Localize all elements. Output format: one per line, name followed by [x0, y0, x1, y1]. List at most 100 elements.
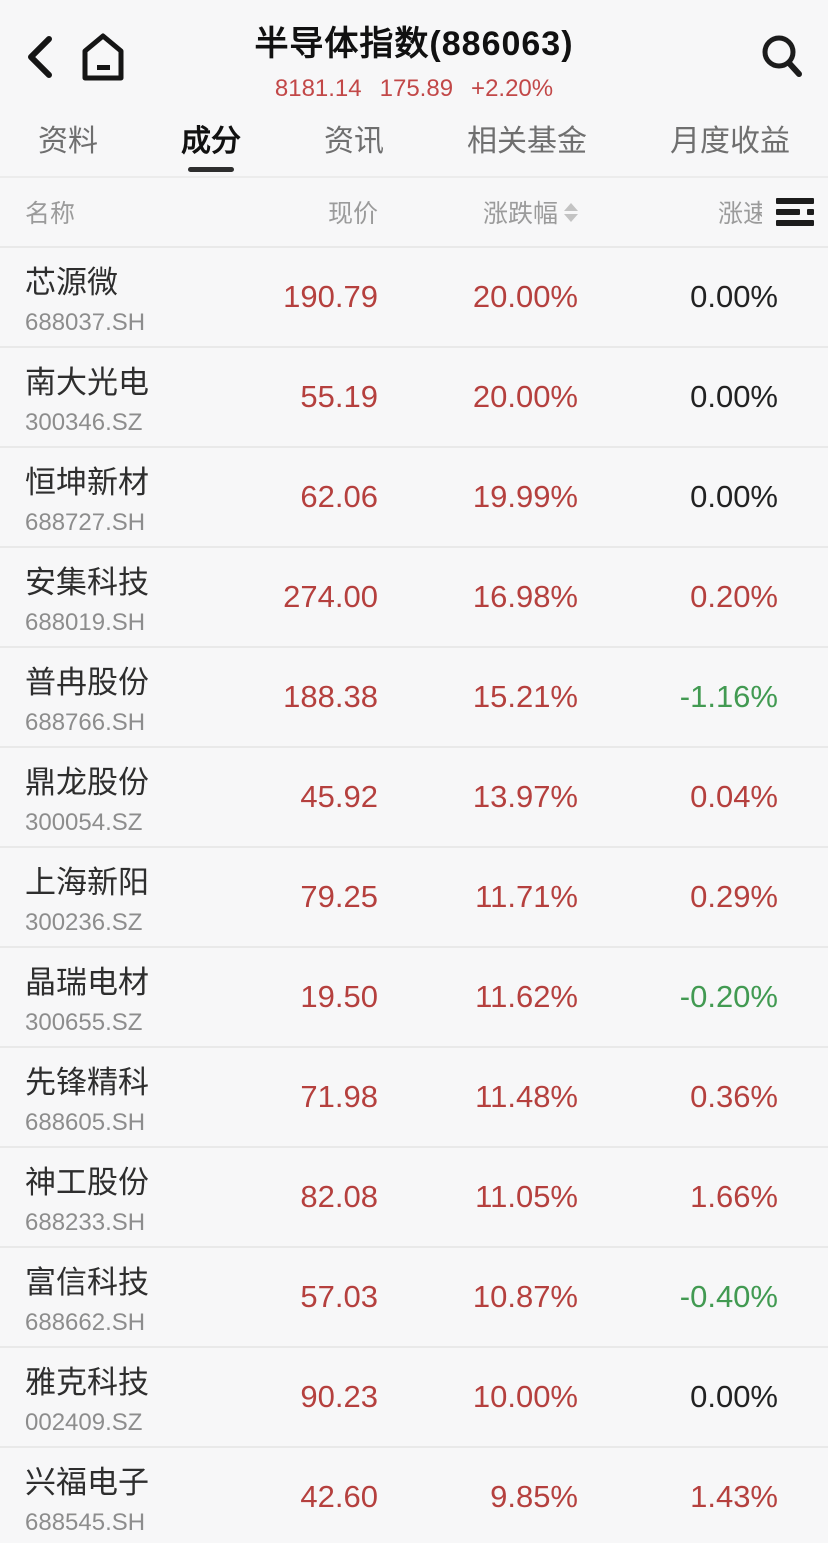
stock-name: 恒坤新材 [25, 465, 149, 500]
stock-speed-pct: 0.00% [690, 379, 778, 414]
stock-change-pct: 10.00% [472, 1379, 578, 1414]
stock-row[interactable]: 恒坤新材 688727.SH 62.06 19.99% 0.00% [0, 446, 828, 546]
sort-arrows-icon [564, 202, 578, 222]
stock-row[interactable]: 神工股份 688233.SH 82.08 11.05% 1.66% [0, 1146, 828, 1246]
title-block: 半导体指数(886063) 8181.14 175.89 +2.20% [0, 0, 828, 103]
stock-change-pct: 11.48% [475, 1079, 578, 1114]
tab-news[interactable]: 资讯 [324, 125, 384, 158]
stock-change-pct: 11.05% [475, 1179, 578, 1214]
stock-price: 71.98 [300, 1079, 378, 1114]
stock-identity: 恒坤新材 688727.SH [25, 457, 218, 537]
stock-name: 安集科技 [25, 565, 149, 600]
stock-name: 先锋精科 [25, 1065, 149, 1100]
stock-code: 300655.SZ [25, 1009, 143, 1036]
stock-name: 南大光电 [25, 365, 149, 400]
stock-change-pct: 19.99% [472, 479, 578, 514]
search-button[interactable] [758, 32, 806, 80]
index-price: 8181.14 [274, 75, 362, 102]
stock-row[interactable]: 普冉股份 688766.SH 188.38 15.21% -1.16% [0, 646, 828, 746]
stock-change-pct: 11.62% [475, 979, 578, 1014]
column-header-speed[interactable]: 涨速 [718, 200, 762, 228]
column-header-change[interactable]: 涨跌幅 [378, 194, 578, 230]
stock-row[interactable]: 上海新阳 300236.SZ 79.25 11.71% 0.29% [0, 846, 828, 946]
stock-row[interactable]: 富信科技 688662.SH 57.03 10.87% -0.40% [0, 1246, 828, 1346]
stock-change-pct: 13.97% [472, 779, 578, 814]
stock-row[interactable]: 芯源微 688037.SH 190.79 20.00% 0.00% [0, 246, 828, 346]
stock-change-pct: 20.00% [472, 379, 578, 414]
stock-identity: 晶瑞电材 300655.SZ [25, 957, 218, 1037]
page-title: 半导体指数(886063) [254, 25, 574, 63]
stock-code: 688019.SH [25, 609, 146, 636]
tab-bar: 资料 成分 资讯 相关基金 月度收益 [0, 100, 828, 178]
stock-identity: 雅克科技 002409.SZ [25, 1357, 218, 1437]
stock-name: 雅克科技 [25, 1365, 149, 1400]
stock-row[interactable]: 雅克科技 002409.SZ 90.23 10.00% 0.00% [0, 1346, 828, 1446]
search-icon [762, 35, 802, 77]
stock-name: 兴福电子 [25, 1465, 149, 1500]
stock-identity: 神工股份 688233.SH [25, 1157, 218, 1237]
stock-row[interactable]: 晶瑞电材 300655.SZ 19.50 11.62% -0.20% [0, 946, 828, 1046]
stock-price: 190.79 [283, 279, 378, 314]
nav-left [26, 32, 126, 82]
stock-code: 300236.SZ [25, 909, 143, 936]
stock-name: 芯源微 [25, 265, 118, 300]
stock-identity: 南大光电 300346.SZ [25, 357, 218, 437]
list-settings-icon[interactable] [776, 198, 814, 226]
stock-price: 274.00 [283, 579, 378, 614]
stock-name: 上海新阳 [25, 865, 149, 900]
stock-change-pct: 9.85% [490, 1479, 578, 1514]
stock-name: 神工股份 [25, 1165, 149, 1200]
stock-change-pct: 16.98% [472, 579, 578, 614]
back-chevron-icon [28, 36, 52, 78]
stock-code: 688727.SH [25, 509, 146, 536]
stock-speed-pct: 0.00% [690, 279, 778, 314]
stock-price: 57.03 [300, 1279, 378, 1314]
stock-row[interactable]: 先锋精科 688605.SH 71.98 11.48% 0.36% [0, 1046, 828, 1146]
stock-speed-pct: 0.00% [690, 1379, 778, 1414]
stock-row[interactable]: 安集科技 688019.SH 274.00 16.98% 0.20% [0, 546, 828, 646]
stock-speed-pct: 1.66% [690, 1179, 778, 1214]
tab-monthly-return[interactable]: 月度收益 [670, 125, 790, 158]
stock-code: 002409.SZ [25, 1409, 143, 1436]
index-change: 175.89 [379, 75, 454, 102]
tab-profile[interactable]: 资料 [38, 125, 98, 158]
stock-change-pct: 10.87% [472, 1279, 578, 1314]
stock-speed-pct: -0.40% [679, 1279, 778, 1314]
stock-price: 19.50 [300, 979, 378, 1014]
stock-speed-pct: -1.16% [679, 679, 778, 714]
stock-code: 688233.SH [25, 1209, 146, 1236]
stock-change-pct: 11.71% [475, 879, 578, 914]
stock-row[interactable]: 兴福电子 688545.SH 42.60 9.85% 1.43% [0, 1446, 828, 1543]
constituent-list: 芯源微 688037.SH 190.79 20.00% 0.00% 南大光电 3… [0, 246, 828, 1543]
tab-related-funds[interactable]: 相关基金 [467, 125, 587, 158]
back-button[interactable] [26, 35, 54, 79]
tab-constituents[interactable]: 成分 [181, 100, 241, 176]
stock-code: 688766.SH [25, 709, 146, 736]
stock-row[interactable]: 南大光电 300346.SZ 55.19 20.00% 0.00% [0, 346, 828, 446]
stock-code: 300054.SZ [25, 809, 143, 836]
home-button[interactable] [80, 32, 126, 82]
stock-price: 45.92 [300, 779, 378, 814]
column-header-price[interactable]: 现价 [327, 200, 378, 228]
column-header-name: 名称 [25, 200, 76, 228]
stock-code: 688037.SH [25, 309, 146, 336]
stock-price: 62.06 [300, 479, 378, 514]
home-icon [82, 33, 124, 81]
stock-identity: 兴福电子 688545.SH [25, 1457, 218, 1537]
stock-speed-pct: 0.29% [690, 879, 778, 914]
stock-identity: 先锋精科 688605.SH [25, 1057, 218, 1137]
stock-name: 鼎龙股份 [25, 765, 149, 800]
stock-change-pct: 20.00% [472, 279, 578, 314]
stock-speed-pct: -0.20% [679, 979, 778, 1014]
index-quote: 8181.14 175.89 +2.20% [0, 75, 828, 103]
stock-code: 688545.SH [25, 1509, 146, 1536]
stock-identity: 富信科技 688662.SH [25, 1257, 218, 1337]
stock-name: 普冉股份 [25, 665, 149, 700]
stock-name: 晶瑞电材 [25, 965, 149, 1000]
top-bar: 半导体指数(886063) 8181.14 175.89 +2.20% [0, 0, 828, 103]
stock-code: 688662.SH [25, 1309, 146, 1336]
stock-row[interactable]: 鼎龙股份 300054.SZ 45.92 13.97% 0.04% [0, 746, 828, 846]
stock-change-pct: 15.21% [472, 679, 578, 714]
stock-speed-pct: 0.36% [690, 1079, 778, 1114]
